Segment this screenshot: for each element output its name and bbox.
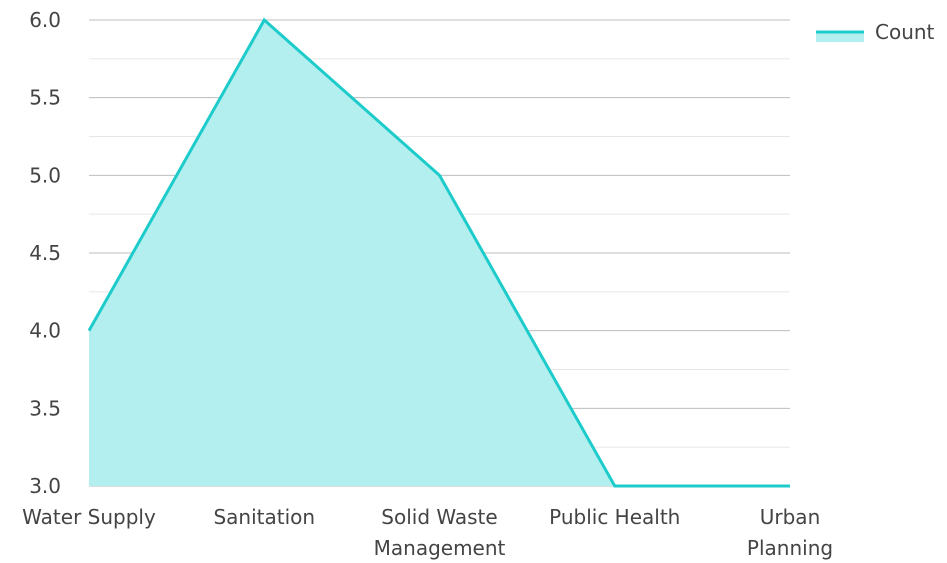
area-fill-count [89,20,790,486]
x-tick-label-line: Water Supply [22,505,156,529]
y-tick-label: 3.5 [29,396,61,420]
x-tick-label: Solid Waste Management [374,505,506,560]
y-tick-label: 5.0 [29,163,61,187]
y-tick-label: 4.0 [29,319,61,343]
x-tick-label: Public Health [549,505,680,529]
legend-label-count: Count [875,20,935,44]
x-tick-label-line: Solid Waste [381,505,497,529]
x-axis-ticks: Water Supply Sanitation Solid Waste Managem… [22,505,833,560]
x-tick-label-line: Management [374,536,506,560]
x-tick-label-line: Sanitation [213,505,315,529]
y-axis-ticks: 3.0 3.5 4.0 4.5 5.0 5.5 6.0 [29,8,61,498]
x-tick-label: Urban Planning [747,505,833,560]
legend-swatch-fill [816,31,864,42]
legend: Count [816,20,935,44]
x-tick-label: Sanitation [213,505,315,529]
y-tick-label: 6.0 [29,8,61,32]
y-tick-label: 5.5 [29,86,61,110]
x-tick-label-line: Planning [747,536,833,560]
y-tick-label: 4.5 [29,241,61,265]
y-tick-label: 3.0 [29,474,61,498]
x-tick-label-line: Urban [760,505,821,529]
x-tick-label: Water Supply [22,505,156,529]
x-tick-label-line: Public Health [549,505,680,529]
series-line-count [87,17,790,488]
